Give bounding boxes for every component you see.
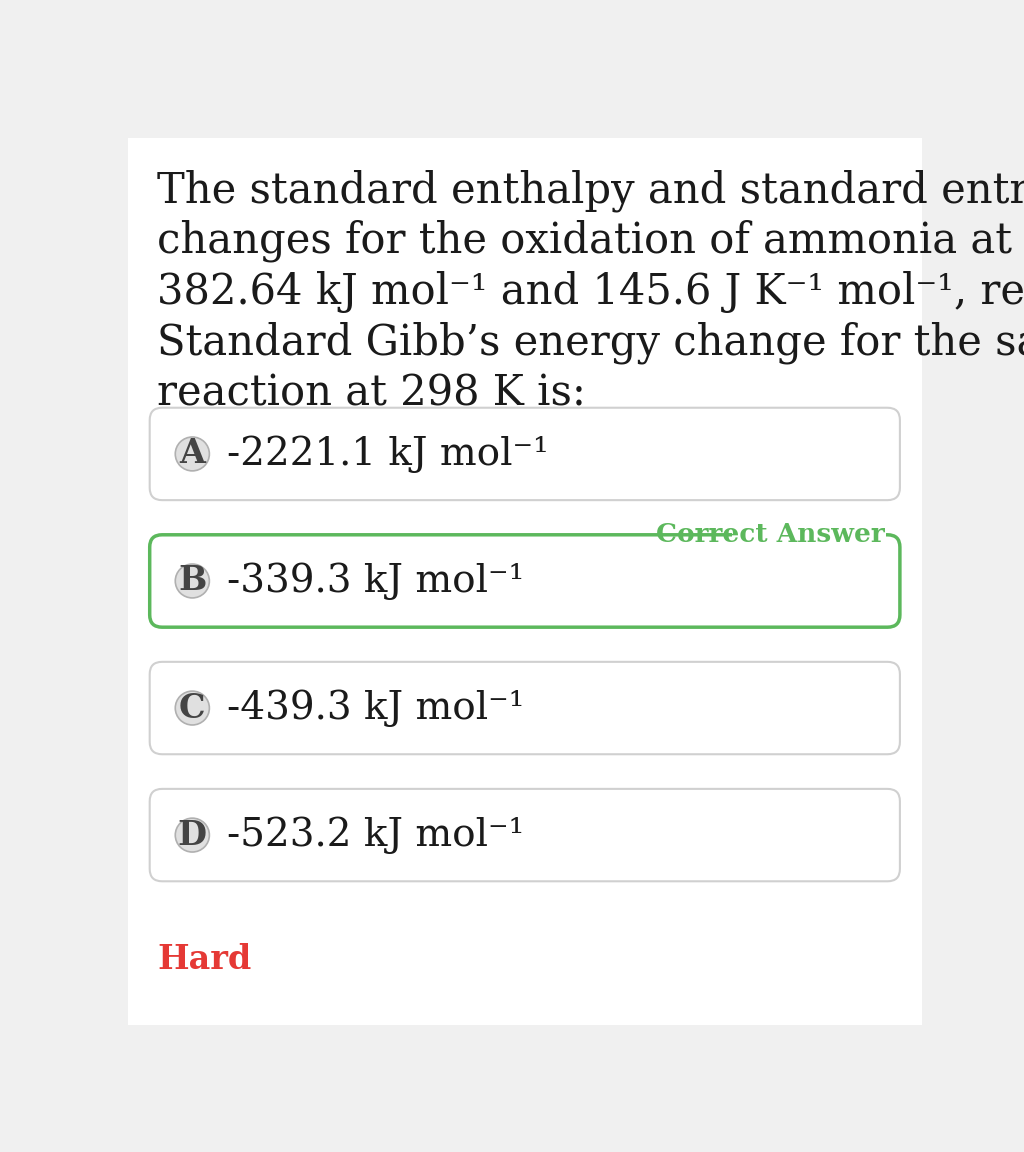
Text: B: B <box>178 564 207 598</box>
Text: changes for the oxidation of ammonia at 298 K are: changes for the oxidation of ammonia at … <box>158 220 1024 263</box>
FancyBboxPatch shape <box>150 662 900 755</box>
Text: -2221.1 kJ mol⁻¹: -2221.1 kJ mol⁻¹ <box>227 435 549 472</box>
Text: -339.3 kJ mol⁻¹: -339.3 kJ mol⁻¹ <box>227 562 524 600</box>
FancyBboxPatch shape <box>150 789 900 881</box>
FancyBboxPatch shape <box>150 535 900 627</box>
FancyBboxPatch shape <box>150 408 900 500</box>
Text: -523.2 kJ mol⁻¹: -523.2 kJ mol⁻¹ <box>227 817 524 854</box>
Circle shape <box>175 564 209 598</box>
Text: Correct Answer: Correct Answer <box>655 522 885 547</box>
Circle shape <box>175 691 209 725</box>
FancyBboxPatch shape <box>732 525 886 545</box>
Text: A: A <box>179 438 205 470</box>
Text: 382.64 kJ mol⁻¹ and 145.6 J K⁻¹ mol⁻¹, respectively.: 382.64 kJ mol⁻¹ and 145.6 J K⁻¹ mol⁻¹, r… <box>158 271 1024 313</box>
Text: Standard Gibb’s energy change for the same: Standard Gibb’s energy change for the sa… <box>158 321 1024 364</box>
Text: Hard: Hard <box>158 942 252 976</box>
Text: D: D <box>178 819 207 851</box>
Text: The standard enthalpy and standard entropy: The standard enthalpy and standard entro… <box>158 169 1024 212</box>
Circle shape <box>175 437 209 471</box>
Text: -439.3 kJ mol⁻¹: -439.3 kJ mol⁻¹ <box>227 689 524 727</box>
Text: C: C <box>179 691 206 725</box>
Circle shape <box>175 818 209 852</box>
FancyBboxPatch shape <box>128 138 922 1025</box>
Text: reaction at 298 K is:: reaction at 298 K is: <box>158 372 587 415</box>
